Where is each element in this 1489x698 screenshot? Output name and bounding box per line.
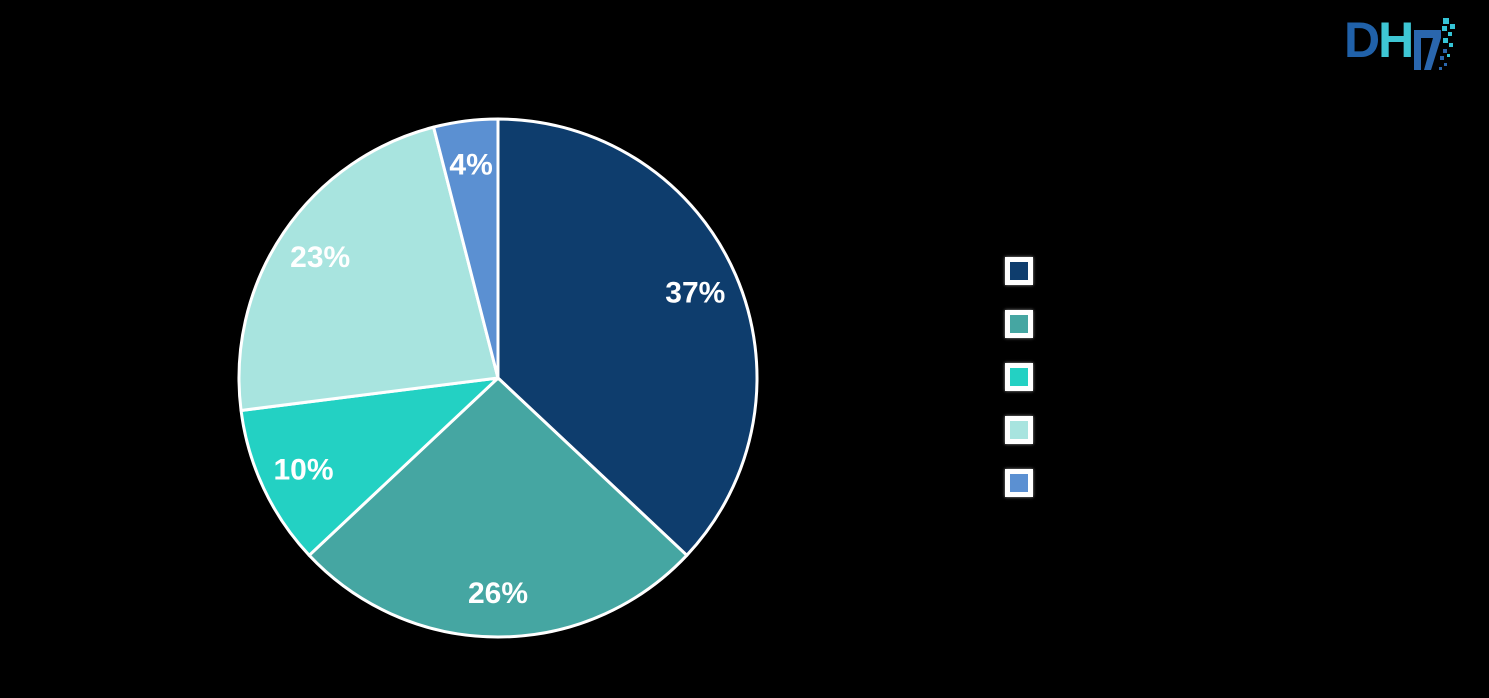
legend-swatch-4%: [1005, 469, 1033, 497]
pie-slice-26%: [307, 376, 689, 639]
pie-slice-4%: [432, 117, 500, 380]
pie-slice-label: 4%: [449, 149, 492, 182]
legend-swatch-37%: [1005, 257, 1033, 285]
legend-swatch-26%: [1005, 310, 1033, 338]
pie-slice-23%: [237, 125, 500, 412]
pie-slice-10%: [239, 376, 500, 557]
legend-swatch-10%: [1005, 363, 1033, 391]
legend-item-4%: [1005, 469, 1033, 497]
legend-item-10%: [1005, 363, 1033, 391]
legend-item-26%: [1005, 310, 1033, 338]
chart-legend: [1005, 257, 1033, 522]
legend-item-37%: [1005, 257, 1033, 285]
pie-slice-label: 10%: [273, 454, 333, 487]
logo-letter-d: D: [1344, 12, 1380, 68]
pie-slice-label: 37%: [665, 277, 725, 310]
pie-slice-37%: [496, 117, 759, 557]
pie-slice-label: 26%: [468, 577, 528, 610]
logo-pixel-r-glyph: [1414, 18, 1456, 70]
pie-slice-label: 23%: [290, 241, 350, 274]
legend-swatch-23%: [1005, 416, 1033, 444]
logo-letter-h: H: [1378, 12, 1414, 68]
dh-logo: D H: [1344, 14, 1456, 72]
legend-item-23%: [1005, 416, 1033, 444]
